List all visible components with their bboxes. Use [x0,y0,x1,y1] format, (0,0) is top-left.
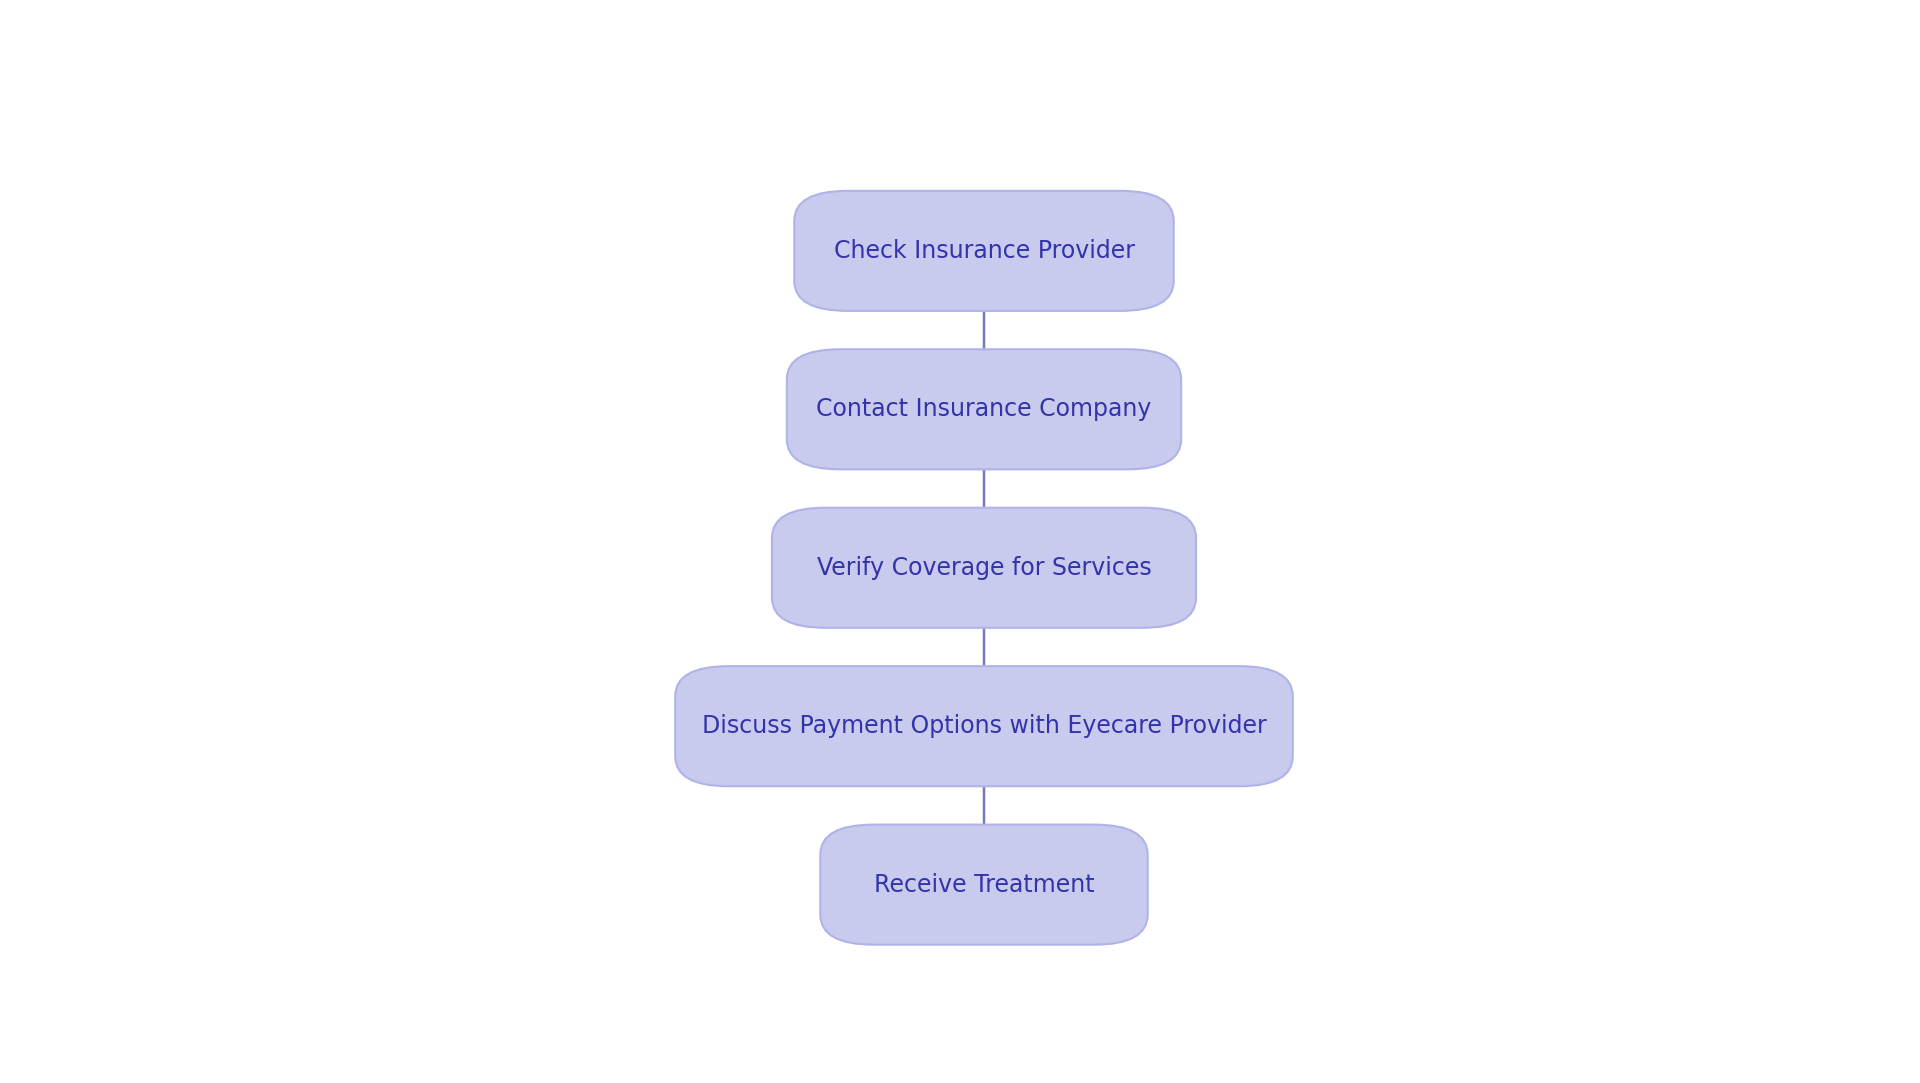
FancyBboxPatch shape [787,350,1181,469]
Text: Receive Treatment: Receive Treatment [874,873,1094,897]
Text: Verify Coverage for Services: Verify Coverage for Services [816,556,1152,579]
Text: Check Insurance Provider: Check Insurance Provider [833,239,1135,263]
FancyBboxPatch shape [772,508,1196,628]
FancyBboxPatch shape [795,191,1173,311]
Text: Discuss Payment Options with Eyecare Provider: Discuss Payment Options with Eyecare Pro… [701,714,1267,739]
FancyBboxPatch shape [820,824,1148,944]
FancyBboxPatch shape [676,666,1292,786]
Text: Contact Insurance Company: Contact Insurance Company [816,397,1152,421]
